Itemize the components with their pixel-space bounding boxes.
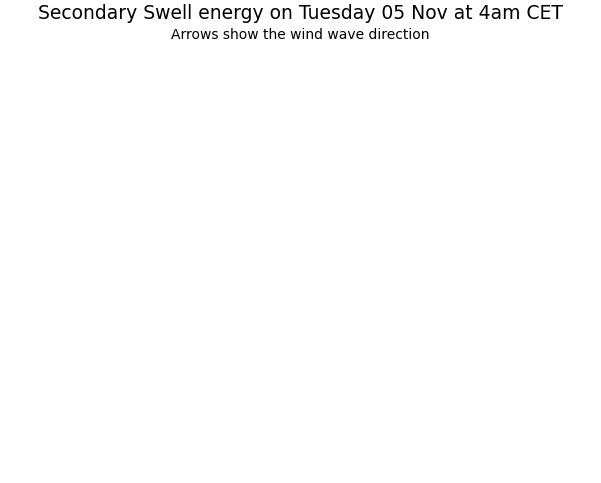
Text: Secondary Swell energy on Tuesday 05 Nov at 4am CET: Secondary Swell energy on Tuesday 05 Nov…	[38, 4, 563, 23]
Text: Arrows show the wind wave direction: Arrows show the wind wave direction	[171, 28, 430, 42]
Text: Map (cartopy not available): Map (cartopy not available)	[204, 257, 397, 270]
